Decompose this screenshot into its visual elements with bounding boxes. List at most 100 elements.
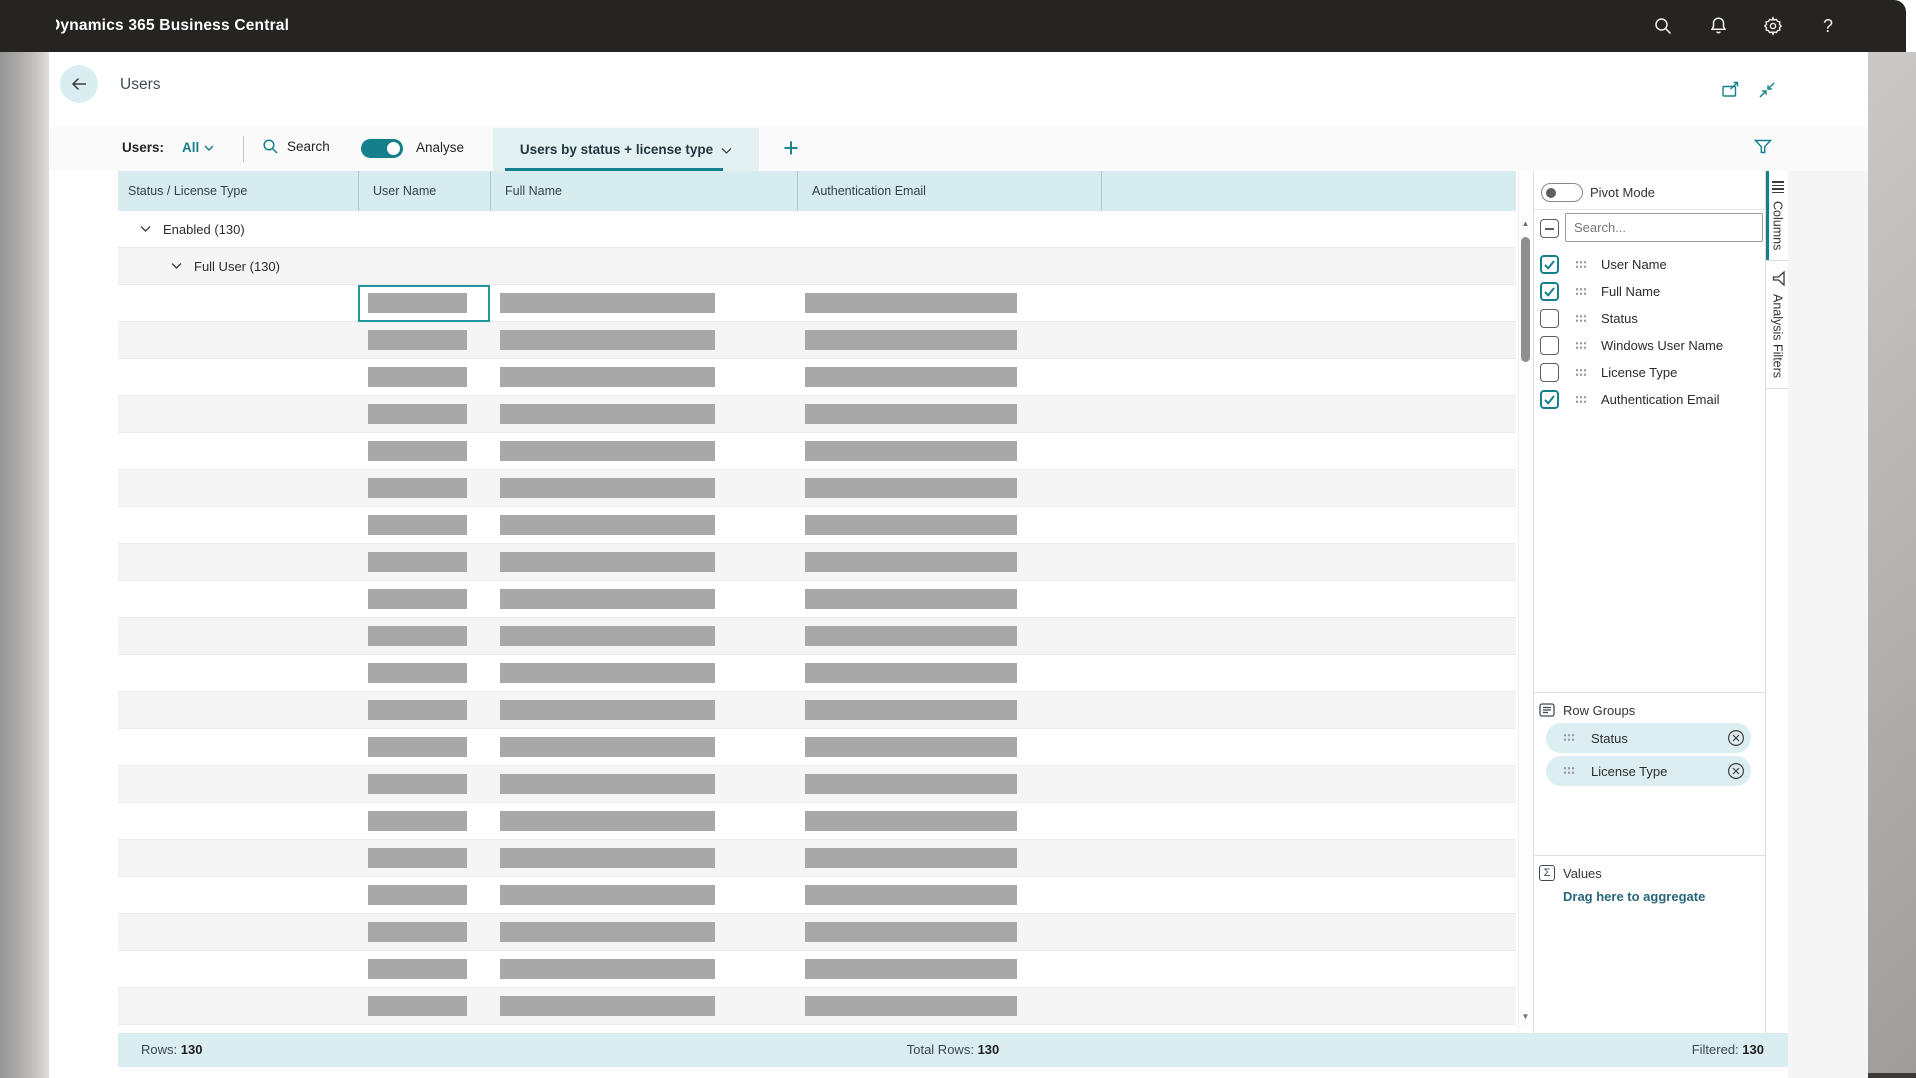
select-all-checkbox[interactable] <box>1540 219 1559 238</box>
redacted-cell-value <box>368 922 467 942</box>
row-groups-section: Row Groups Status License Type <box>1534 692 1766 855</box>
column-header-full-name[interactable]: Full Name <box>490 171 797 211</box>
redacted-cell-value <box>805 922 1017 942</box>
scroll-up-arrow[interactable]: ▲ <box>1521 219 1530 228</box>
table-row[interactable] <box>118 692 1516 729</box>
drag-handle-icon[interactable] <box>1563 766 1576 776</box>
settings-gear-icon[interactable] <box>1762 15 1784 37</box>
tab-columns[interactable]: Columns <box>1766 171 1789 262</box>
field-checkbox[interactable] <box>1540 363 1559 382</box>
field-item-authentication-email[interactable]: Authentication Email <box>1534 386 1766 413</box>
drag-handle-icon[interactable] <box>1575 286 1588 297</box>
vertical-scrollbar[interactable]: ▲ ▼ <box>1518 171 1531 1029</box>
redacted-cell-value <box>500 922 715 942</box>
search-icon[interactable] <box>1652 15 1674 37</box>
remove-chip-icon[interactable] <box>1727 762 1745 780</box>
table-row[interactable] <box>118 470 1516 507</box>
redacted-cell-value <box>805 774 1017 794</box>
collapse-chevron-icon[interactable] <box>140 225 151 233</box>
table-row[interactable] <box>118 840 1516 877</box>
column-header-user-name[interactable]: User Name <box>358 171 490 211</box>
table-row[interactable] <box>118 581 1516 618</box>
table-row[interactable] <box>118 285 1516 322</box>
drag-handle-icon[interactable] <box>1575 394 1588 405</box>
drag-handle-icon[interactable] <box>1575 313 1588 324</box>
field-item-full-name[interactable]: Full Name <box>1534 278 1766 305</box>
remove-chip-icon[interactable] <box>1727 729 1745 747</box>
field-checkbox[interactable] <box>1540 282 1559 301</box>
table-row[interactable] <box>118 507 1516 544</box>
table-row[interactable] <box>118 544 1516 581</box>
drag-handle-icon[interactable] <box>1563 733 1576 743</box>
chip-label: Status <box>1591 730 1628 746</box>
analyse-label: Analyse <box>416 140 465 155</box>
search-label: Search <box>287 139 330 154</box>
tab-analysis-filters[interactable]: Analysis Filters <box>1766 261 1789 390</box>
redacted-cell-value <box>500 478 715 498</box>
search-button[interactable]: Search <box>262 138 330 155</box>
table-row[interactable] <box>118 803 1516 840</box>
notifications-bell-icon[interactable] <box>1707 15 1729 37</box>
total-rows-count: Total Rows: 130 <box>906 1042 1000 1057</box>
analyse-toggle[interactable] <box>361 139 403 158</box>
add-analysis-tab-button[interactable]: + <box>783 132 799 163</box>
field-item-windows-user-name[interactable]: Windows User Name <box>1534 332 1766 359</box>
table-row[interactable] <box>118 729 1516 766</box>
redacted-cell-value <box>500 515 715 535</box>
back-button[interactable] <box>60 65 98 103</box>
field-item-status[interactable]: Status <box>1534 305 1766 332</box>
field-checkbox[interactable] <box>1540 309 1559 328</box>
field-checkbox[interactable] <box>1540 390 1559 409</box>
values-drop-hint[interactable]: Drag here to aggregate <box>1563 889 1706 904</box>
table-row[interactable] <box>118 988 1516 1025</box>
collapse-page-icon[interactable] <box>1757 80 1777 100</box>
table-row[interactable] <box>118 396 1516 433</box>
table-row[interactable] <box>118 433 1516 470</box>
pivot-mode-toggle[interactable] <box>1541 183 1583 202</box>
field-item-user-name[interactable]: User Name <box>1534 251 1766 278</box>
scrollbar-thumb[interactable] <box>1521 237 1530 362</box>
table-row[interactable] <box>118 766 1516 803</box>
tab-columns-label: Columns <box>1770 201 1785 251</box>
redacted-cell-value <box>500 441 715 461</box>
table-row[interactable] <box>118 655 1516 692</box>
app-title[interactable]: Dynamics 365 Business Central <box>56 0 289 52</box>
columns-icon <box>1771 181 1784 193</box>
column-header-status-license-type[interactable]: Status / License Type <box>128 184 248 198</box>
collapse-chevron-icon[interactable] <box>171 262 182 270</box>
values-section: Σ Values Drag here to aggregate <box>1534 855 1766 1033</box>
scroll-down-arrow[interactable]: ▼ <box>1521 1012 1530 1021</box>
redacted-cell-value <box>368 848 467 868</box>
group-row-full-user[interactable]: Full User (130) <box>118 248 1516 285</box>
table-row[interactable] <box>118 951 1516 988</box>
selected-cell[interactable] <box>358 285 490 322</box>
tab-users-by-status-license-type[interactable]: Users by status + license type <box>493 128 759 171</box>
field-checkbox[interactable] <box>1540 336 1559 355</box>
row-group-chip-status[interactable]: Status <box>1546 723 1751 753</box>
table-row[interactable] <box>118 618 1516 655</box>
table-row[interactable] <box>118 877 1516 914</box>
open-in-new-window-icon[interactable] <box>1721 80 1741 100</box>
filter-funnel-icon[interactable] <box>1753 139 1774 159</box>
field-checkbox[interactable] <box>1540 255 1559 274</box>
table-footer: Rows: 130 Total Rows: 130 Filtered: 130 <box>118 1033 1788 1067</box>
view-filter-dropdown[interactable]: All <box>182 140 214 155</box>
table-row[interactable] <box>118 914 1516 951</box>
drag-handle-icon[interactable] <box>1575 367 1588 378</box>
row-group-chip-license-type[interactable]: License Type <box>1546 756 1751 786</box>
table-row[interactable] <box>118 322 1516 359</box>
indeterminate-mark <box>1545 227 1554 230</box>
redacted-cell-value <box>805 700 1017 720</box>
drag-handle-icon[interactable] <box>1575 259 1588 270</box>
drag-handle-icon[interactable] <box>1575 340 1588 351</box>
field-search-input[interactable] <box>1565 213 1763 242</box>
users-page: Users Users: All Search Analyse Users by… <box>49 52 1868 1078</box>
table-row[interactable] <box>118 359 1516 396</box>
field-item-license-type[interactable]: License Type <box>1534 359 1766 386</box>
tab-analysis-filters-label: Analysis Filters <box>1770 294 1785 379</box>
column-header-authentication-email[interactable]: Authentication Email <box>797 171 1101 211</box>
redacted-cell-value <box>500 885 715 905</box>
row-groups-title: Row Groups <box>1563 702 1636 718</box>
help-icon[interactable]: ? <box>1822 15 1833 36</box>
group-row-enabled[interactable]: Enabled (130) <box>118 211 1516 248</box>
